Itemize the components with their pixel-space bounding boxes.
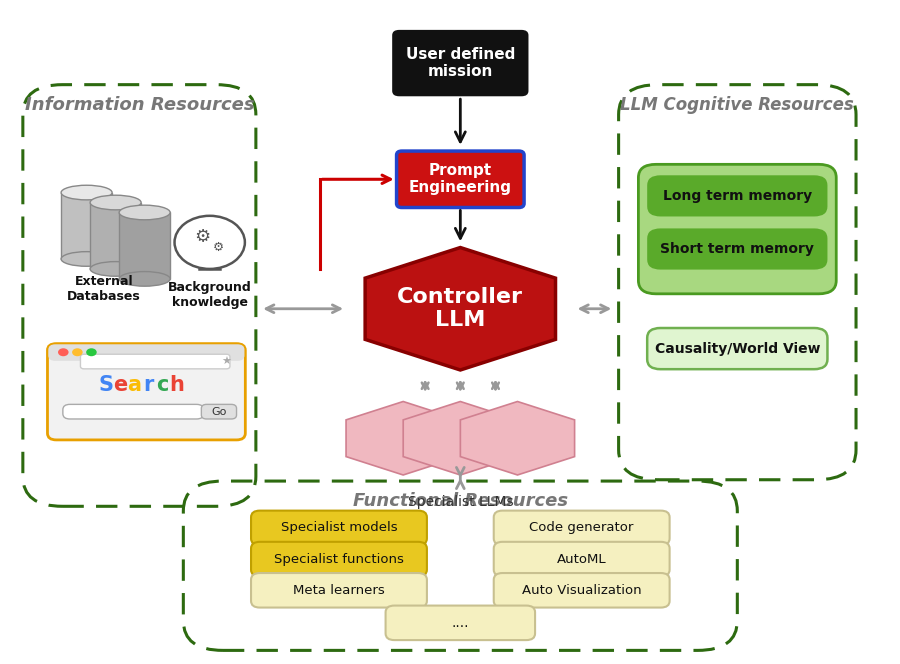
- Text: Code generator: Code generator: [529, 521, 634, 535]
- FancyBboxPatch shape: [392, 30, 528, 96]
- Text: Long term memory: Long term memory: [662, 189, 812, 203]
- Ellipse shape: [90, 195, 141, 210]
- Text: Specialist models: Specialist models: [281, 521, 397, 535]
- FancyBboxPatch shape: [48, 344, 246, 440]
- Text: r: r: [143, 375, 153, 395]
- Polygon shape: [461, 402, 574, 475]
- Text: h: h: [169, 375, 184, 395]
- FancyBboxPatch shape: [647, 328, 827, 369]
- Polygon shape: [346, 402, 460, 475]
- Ellipse shape: [61, 252, 112, 266]
- Text: Information Resources: Information Resources: [24, 96, 254, 114]
- Polygon shape: [403, 402, 518, 475]
- Text: ★: ★: [221, 357, 231, 367]
- Text: Controller
LLM: Controller LLM: [397, 287, 523, 331]
- Ellipse shape: [119, 205, 170, 220]
- FancyBboxPatch shape: [251, 511, 427, 545]
- Text: User defined
mission: User defined mission: [406, 47, 515, 79]
- Text: S: S: [98, 375, 113, 395]
- FancyBboxPatch shape: [494, 511, 670, 545]
- Bar: [119, 212, 170, 279]
- FancyBboxPatch shape: [49, 345, 245, 361]
- Text: AutoML: AutoML: [557, 552, 607, 566]
- FancyBboxPatch shape: [494, 542, 670, 576]
- FancyBboxPatch shape: [202, 404, 237, 419]
- Ellipse shape: [61, 185, 112, 200]
- Text: Background
knowledge: Background knowledge: [167, 282, 252, 309]
- FancyBboxPatch shape: [63, 404, 203, 419]
- FancyBboxPatch shape: [647, 175, 827, 216]
- Bar: [90, 203, 141, 269]
- Text: a: a: [127, 375, 141, 395]
- Text: Auto Visualization: Auto Visualization: [522, 584, 642, 597]
- FancyBboxPatch shape: [385, 606, 536, 640]
- Bar: [61, 193, 112, 259]
- Text: Specialist functions: Specialist functions: [274, 552, 404, 566]
- Text: Meta learners: Meta learners: [293, 584, 385, 597]
- Text: c: c: [156, 375, 168, 395]
- Text: Specialist LLMs: Specialist LLMs: [408, 495, 513, 509]
- Ellipse shape: [119, 272, 170, 286]
- Text: ⚙: ⚙: [194, 228, 211, 246]
- FancyBboxPatch shape: [494, 573, 670, 608]
- Text: Short term memory: Short term memory: [661, 242, 814, 256]
- Text: ....: ....: [452, 616, 469, 630]
- FancyBboxPatch shape: [251, 573, 427, 608]
- Text: Functional Resources: Functional Resources: [353, 492, 568, 510]
- Circle shape: [72, 349, 83, 356]
- Text: Causality/World View: Causality/World View: [654, 341, 820, 356]
- Circle shape: [86, 349, 96, 356]
- Text: Go: Go: [212, 406, 227, 417]
- Ellipse shape: [90, 262, 141, 276]
- Text: ⚙: ⚙: [213, 241, 224, 254]
- Text: External
Databases: External Databases: [68, 275, 141, 303]
- Text: LLM Cognitive Resources: LLM Cognitive Resources: [620, 96, 854, 114]
- FancyBboxPatch shape: [397, 151, 524, 207]
- FancyBboxPatch shape: [638, 165, 836, 293]
- Text: Prompt
Engineering: Prompt Engineering: [409, 163, 512, 195]
- FancyBboxPatch shape: [80, 355, 230, 369]
- FancyBboxPatch shape: [251, 542, 427, 576]
- Text: e: e: [112, 375, 127, 395]
- FancyBboxPatch shape: [647, 228, 827, 270]
- Polygon shape: [365, 248, 555, 370]
- Circle shape: [58, 349, 68, 356]
